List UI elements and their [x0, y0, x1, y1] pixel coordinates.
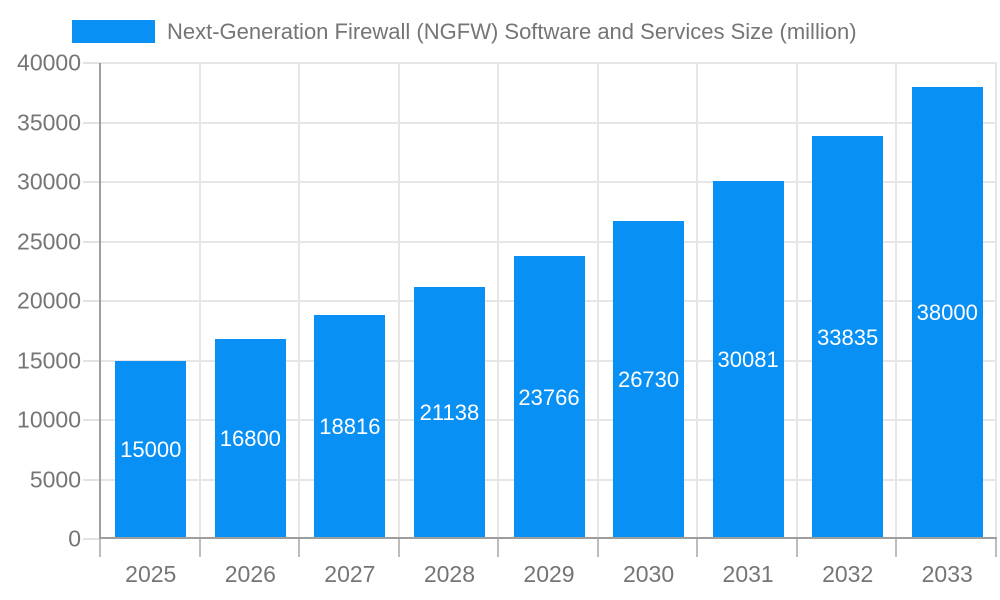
x-axis-label: 2027 [324, 561, 376, 587]
y-axis-label: 15000 [17, 347, 81, 373]
y-tick [83, 538, 101, 540]
legend-label: Next-Generation Firewall (NGFW) Software… [167, 18, 857, 44]
y-tick [83, 359, 101, 362]
x-axis-line [99, 537, 997, 539]
v-gridline [497, 63, 500, 539]
bar-2027: 18816 [314, 315, 386, 539]
y-tick [83, 121, 101, 124]
y-axis-label: 25000 [17, 228, 81, 254]
bar-value-label: 16800 [219, 426, 281, 452]
legend: Next-Generation Firewall (NGFW) Software… [72, 18, 857, 44]
v-gridline [198, 63, 201, 539]
x-tick [298, 539, 301, 557]
bar-value-label: 15000 [120, 436, 182, 462]
x-tick [795, 539, 798, 557]
y-axis-label: 10000 [17, 406, 81, 433]
bar-2030: 26730 [613, 220, 685, 539]
v-gridline [895, 63, 898, 539]
v-gridline [397, 63, 400, 539]
y-tick [83, 478, 101, 481]
h-gridline [101, 121, 997, 124]
x-tick [397, 539, 400, 557]
y-tick [83, 240, 101, 243]
bar-value-label: 30081 [717, 347, 779, 373]
h-gridline [101, 62, 997, 64]
plot-area: 0 5000 10000 15000 20000 25000 30000 35000 40000… [17, 50, 997, 587]
bar-value-label: 26730 [617, 366, 680, 392]
v-gridline [795, 63, 798, 539]
bar-2026: 16800 [214, 339, 286, 539]
y-tick [83, 300, 101, 302]
legend-swatch [72, 20, 155, 43]
x-axis-label: 2028 [423, 561, 476, 587]
v-gridline [298, 63, 301, 539]
x-axis-label: 2030 [622, 561, 675, 587]
y-axis-line [99, 63, 101, 539]
bar-2029: 23766 [513, 256, 585, 539]
y-axis-label: 0 [68, 525, 81, 552]
y-axis-label: 35000 [17, 109, 81, 135]
x-tick [995, 539, 997, 557]
v-gridline [596, 63, 599, 539]
y-axis-label: 30000 [17, 168, 81, 195]
y-tick [83, 181, 101, 183]
bar-2031: 30081 [712, 181, 784, 539]
bar-2025: 15000 [115, 360, 187, 539]
x-axis-label: 2025 [125, 561, 177, 587]
x-axis-label: 2029 [523, 561, 575, 587]
x-tick [198, 539, 201, 557]
v-gridline [995, 63, 997, 539]
x-axis-label: 2032 [822, 561, 874, 587]
bar-value-label: 23766 [518, 384, 580, 410]
x-tick [895, 539, 898, 557]
bar-2032: 33835 [812, 136, 884, 539]
h-gridline [101, 240, 997, 243]
y-axis-label: 5000 [29, 466, 81, 492]
x-tick [99, 539, 101, 557]
v-gridline [696, 63, 699, 539]
x-tick [497, 539, 500, 557]
x-axis-label: 2031 [722, 561, 774, 587]
x-axis-label: 2033 [921, 561, 973, 587]
y-axis-label: 20000 [17, 287, 81, 314]
x-tick [596, 539, 599, 557]
bar-2028: 21138 [413, 287, 485, 539]
y-tick [83, 62, 101, 64]
x-axis-label: 2026 [224, 561, 276, 587]
h-gridline [101, 181, 997, 183]
y-axis-label: 40000 [17, 49, 81, 76]
x-tick [696, 539, 699, 557]
bar-value-label: 38000 [916, 299, 978, 325]
bar-2033: 38000 [911, 86, 983, 539]
bar-value-label: 21138 [419, 400, 480, 426]
y-tick [83, 419, 101, 421]
bar-value-label: 33835 [817, 324, 879, 350]
bar-value-label: 18816 [319, 414, 381, 440]
